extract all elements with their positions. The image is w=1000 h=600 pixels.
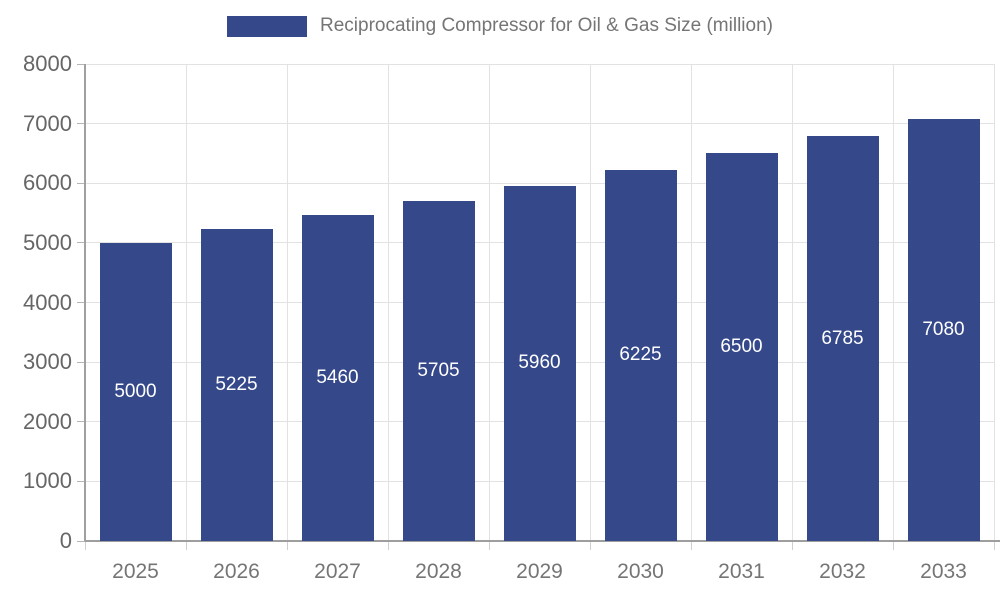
x-axis-tick-label: 2030 (617, 560, 664, 583)
gridline-vertical (892, 64, 894, 541)
x-axis-tick-label: 2029 (516, 560, 563, 583)
x-axis-tick-label: 2026 (213, 560, 260, 583)
x-axis-tick-mark (993, 541, 995, 550)
x-axis-tick-label: 2032 (819, 560, 866, 583)
bar-2032: 6785 (806, 136, 879, 541)
bar-value-label: 6500 (720, 336, 763, 358)
y-axis-tick-label: 1000 (23, 468, 72, 494)
gridline-vertical (286, 64, 288, 541)
gridline-horizontal (85, 63, 994, 65)
y-axis-tick-mark (77, 361, 85, 363)
y-axis-tick-mark (77, 302, 85, 303)
legend-label: Reciprocating Compressor for Oil & Gas S… (320, 15, 773, 36)
x-axis-tick-label: 2025 (112, 560, 159, 583)
bar-2027: 5460 (301, 215, 374, 541)
x-axis-tick-mark (488, 541, 490, 550)
bar-2026: 5225 (200, 229, 273, 541)
y-axis-tick-label: 3000 (23, 349, 72, 375)
gridline-vertical (387, 64, 389, 541)
bar-value-label: 7080 (922, 318, 965, 340)
x-axis-tick-mark (690, 541, 692, 550)
legend[interactable]: Reciprocating Compressor for Oil & Gas S… (227, 15, 773, 37)
bar-value-label: 5000 (114, 380, 157, 402)
y-axis-tick-label: 2000 (23, 408, 72, 434)
x-axis-tick-mark (791, 541, 793, 550)
y-axis-tick-mark (77, 421, 85, 423)
x-axis-tick-label: 2031 (718, 560, 765, 583)
gridline-vertical (589, 64, 591, 541)
bar-value-label: 5960 (518, 352, 561, 374)
y-axis-tick-label: 6000 (23, 170, 72, 196)
bar-value-label: 5460 (316, 367, 359, 389)
x-axis-tick-label: 2033 (920, 560, 967, 583)
bar-value-label: 5225 (215, 374, 258, 396)
bar-2028: 5705 (402, 200, 475, 541)
x-axis-tick-mark (286, 541, 288, 550)
bar-value-label: 6785 (821, 327, 864, 349)
gridline-vertical (185, 64, 187, 541)
bar-2029: 5960 (503, 185, 576, 541)
x-axis-tick-label: 2027 (314, 560, 361, 583)
y-axis-tick-mark (77, 242, 85, 244)
gridline-vertical (993, 64, 995, 541)
y-axis-tick-mark (77, 123, 85, 125)
x-axis-line (85, 540, 1000, 542)
y-axis-tick-label: 0 (59, 528, 72, 553)
y-axis-tick-mark (77, 540, 85, 542)
gridline-vertical (488, 64, 490, 541)
bar-2025: 5000 (99, 242, 172, 541)
gridline-vertical (791, 64, 793, 541)
legend-swatch (227, 15, 308, 37)
x-axis-tick-mark (892, 541, 894, 550)
y-axis-tick-label: 8000 (23, 51, 72, 76)
x-axis-tick-mark (185, 541, 187, 550)
x-axis-tick-mark (387, 541, 389, 550)
bar-value-label: 6225 (619, 344, 662, 366)
x-axis-tick-mark (84, 541, 86, 550)
x-axis-tick-label: 2028 (415, 560, 462, 583)
bar-2030: 6225 (604, 169, 677, 541)
y-axis-tick-label: 5000 (23, 229, 72, 255)
bar-value-label: 5705 (417, 359, 460, 381)
gridline-vertical (690, 64, 692, 541)
y-axis-tick-mark (77, 182, 85, 184)
y-axis-tick-mark (77, 63, 85, 65)
gridline-horizontal (85, 182, 994, 184)
y-axis-tick-label: 4000 (23, 289, 72, 315)
bar-2033: 7080 (907, 118, 980, 541)
y-axis-tick-label: 7000 (23, 110, 72, 136)
x-axis-tick-mark (589, 541, 591, 550)
y-axis-line (84, 64, 86, 541)
gridline-horizontal (85, 123, 994, 125)
y-axis-tick-mark (77, 480, 85, 482)
bar-2031: 6500 (705, 153, 778, 541)
